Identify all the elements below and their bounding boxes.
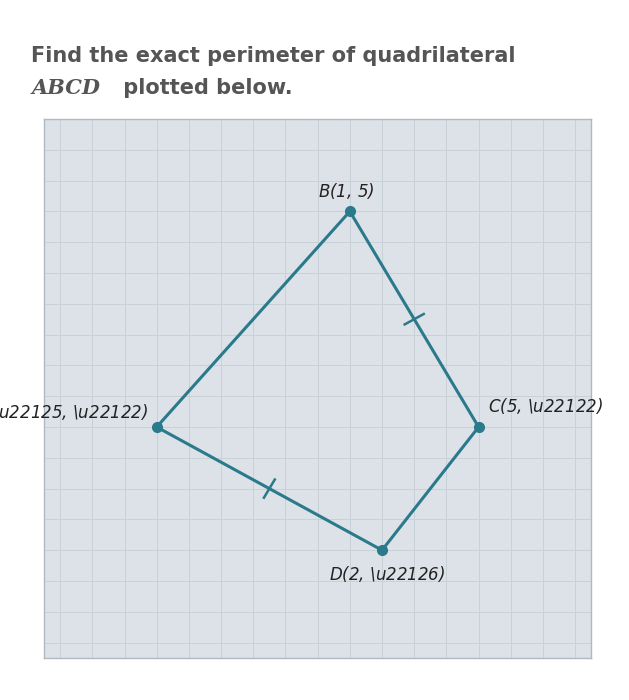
Text: ABCD: ABCD (31, 78, 101, 99)
Text: plotted below.: plotted below. (116, 78, 293, 99)
Text: Find the exact perimeter of quadrilateral: Find the exact perimeter of quadrilatera… (31, 46, 516, 66)
Text: $A$(\u22125, \u22122): $A$(\u22125, \u22122) (0, 402, 148, 422)
Text: $C$(5, \u22122): $C$(5, \u22122) (488, 396, 603, 416)
Text: $D$(2, \u22126): $D$(2, \u22126) (329, 564, 445, 584)
Text: $B$(1, 5): $B$(1, 5) (318, 181, 375, 201)
